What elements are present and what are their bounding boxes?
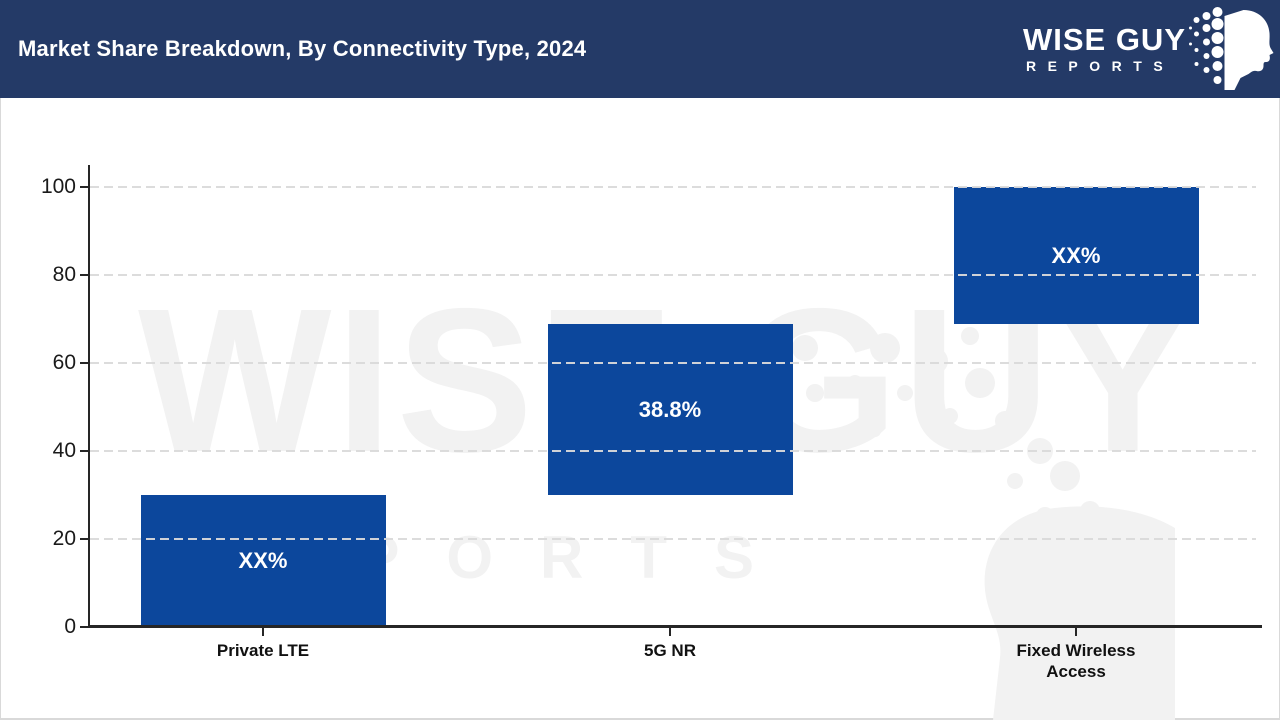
y-axis-tick-label-20: 20	[52, 527, 76, 550]
wise-guy-reports-logo: WISE GUY REPORTS	[1023, 4, 1274, 94]
page-title: Market Share Breakdown, By Connectivity …	[18, 36, 587, 61]
x-axis-line	[88, 625, 1262, 628]
x-axis-tick-5g-nr	[669, 628, 671, 636]
y-axis-tick-label-80: 80	[52, 263, 76, 286]
logo-text: WISE GUY REPORTS	[1023, 23, 1186, 75]
x-category-label-5g-nr: 5G NR	[644, 641, 696, 660]
y-axis-tick-label-0: 0	[64, 615, 76, 638]
gridline-100	[90, 186, 1256, 188]
y-axis-tick-60	[80, 362, 88, 364]
watermark-face-dots-graphic	[769, 302, 1175, 720]
bar-5g-nr[interactable]	[547, 324, 793, 495]
bar-fixed-wireless-access[interactable]	[953, 187, 1199, 325]
x-category-label-private-lte: Private LTE	[216, 641, 310, 660]
y-axis-tick-label-60: 60	[52, 351, 76, 374]
bar-value-label-5g-nr: 38.8%	[638, 396, 702, 422]
logo-face-icon	[1189, 7, 1274, 90]
bar-private-lte[interactable]	[140, 495, 386, 627]
y-axis-tick-label-100: 100	[40, 175, 76, 198]
gridline-40	[90, 450, 1256, 452]
x-axis-tick-fixed-wireless-access	[1075, 628, 1077, 636]
y-axis-line	[88, 165, 90, 628]
gridline-20	[90, 538, 1256, 540]
y-axis-tick-20	[80, 538, 88, 540]
y-axis-tick-80	[80, 274, 88, 276]
x-axis-tick-private-lte	[262, 628, 264, 636]
y-axis-tick-40	[80, 450, 88, 452]
logo-wiseguy-label: WISE GUY	[1022, 22, 1186, 57]
y-axis-tick-100	[80, 186, 88, 188]
x-category-label-fixed-wireless-access: Fixed Wireless Access	[1016, 641, 1136, 681]
header: Market Share Breakdown, By Connectivity …	[0, 0, 1280, 98]
y-axis-tick-0	[80, 626, 88, 628]
bar-value-label-private-lte: XX%	[238, 548, 288, 573]
y-axis-tick-label-40: 40	[52, 439, 76, 462]
gridline-60	[90, 362, 1256, 364]
bar-value-label-fixed-wireless-access: XX%	[1051, 242, 1101, 268]
logo-reports-label: REPORTS	[1025, 58, 1175, 74]
gridline-80	[90, 274, 1256, 276]
